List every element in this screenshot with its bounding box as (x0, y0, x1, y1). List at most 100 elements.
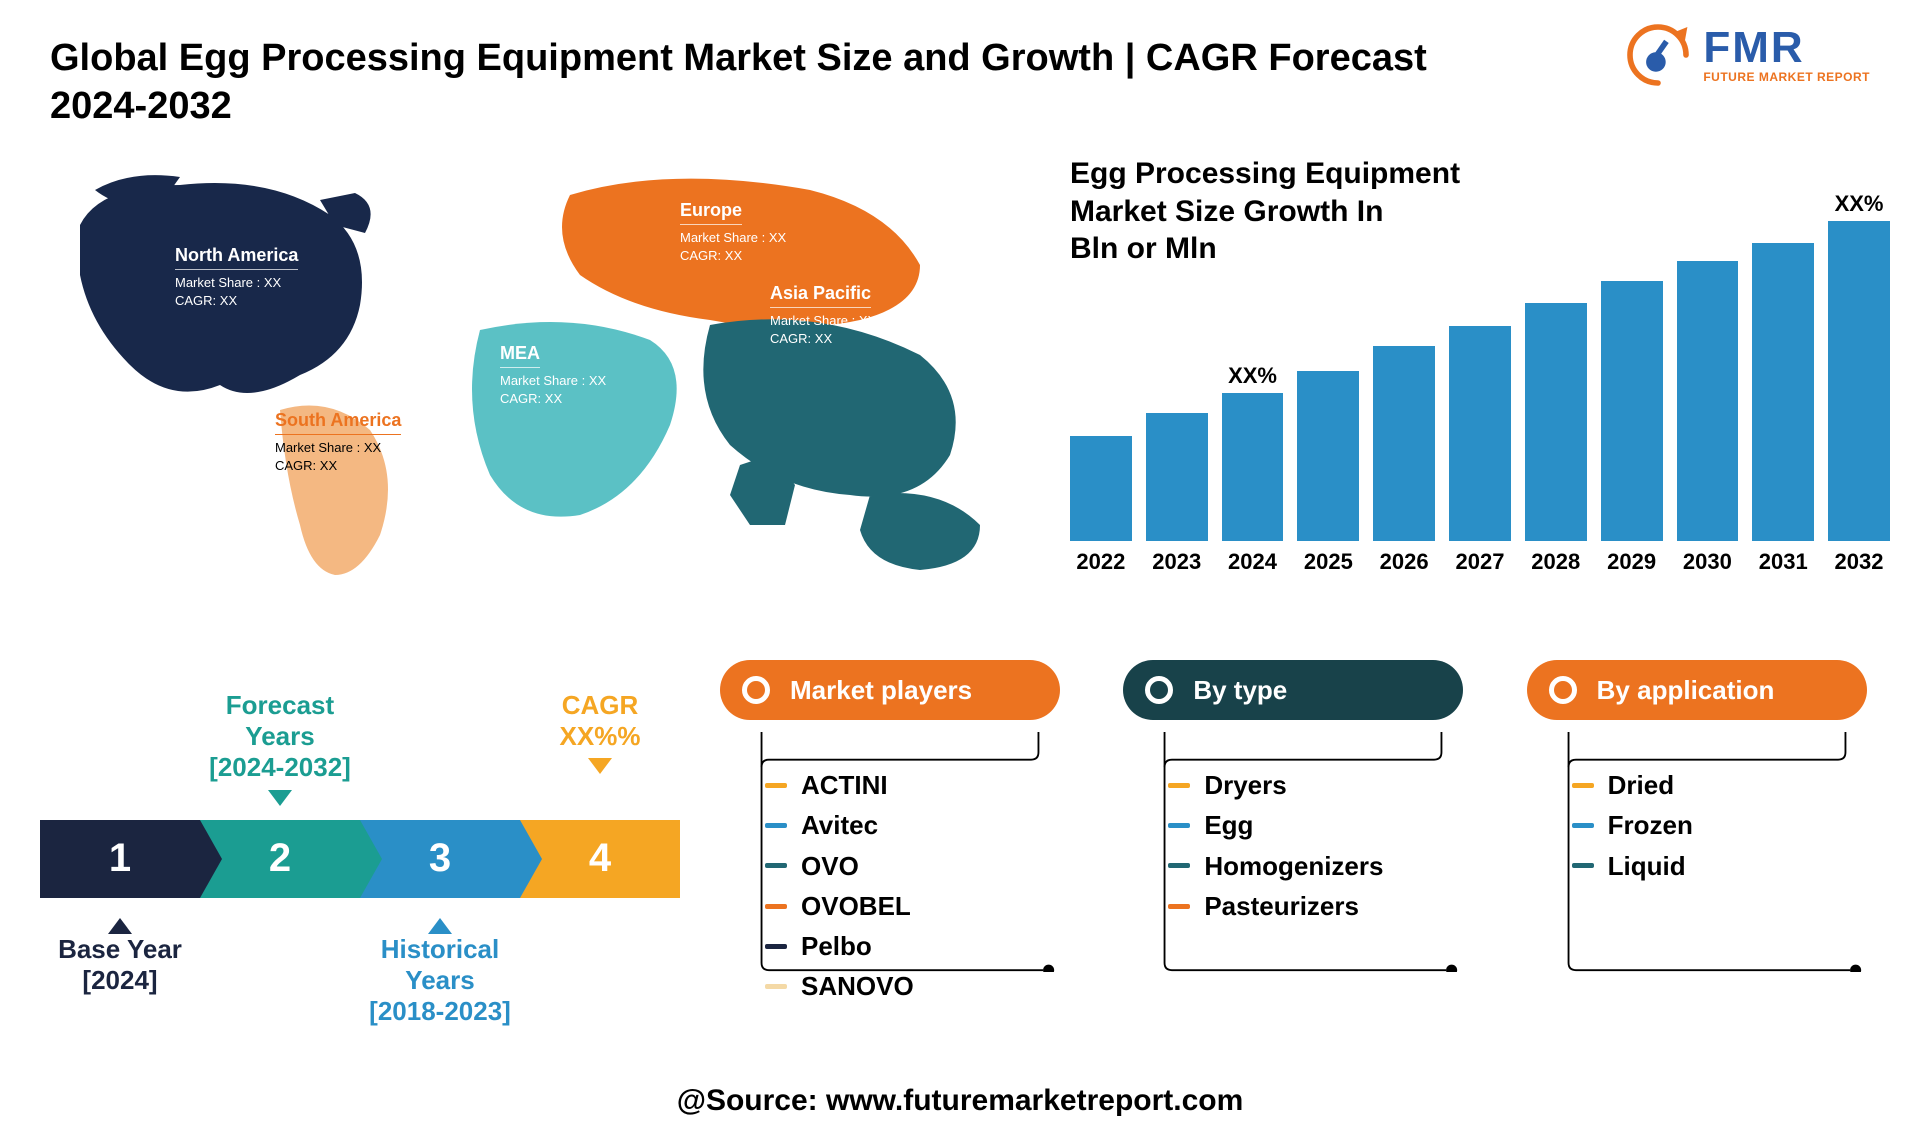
cagr-label: CAGR XX%% (520, 690, 680, 806)
by-type-panel: By type DryersEggHomogenizersPasteurizer… (1123, 660, 1476, 1007)
region-name: Europe (680, 200, 742, 225)
by-application-panel: By application DriedFrozenLiquid (1527, 660, 1880, 1007)
region-name: South America (275, 410, 401, 435)
bar-category-label: 2023 (1152, 549, 1201, 575)
timeline-segment-3: 3 (360, 820, 520, 898)
fmr-logo: FMR FUTURE MARKET REPORT (1623, 20, 1870, 90)
region-cagr: CAGR: XX (500, 390, 606, 408)
chart-title-l1: Egg Processing Equipment (1070, 157, 1460, 190)
region-label-na: North America Market Share : XXCAGR: XX (175, 245, 298, 309)
bar-category-label: 2022 (1076, 549, 1125, 575)
bar-2029: 2029 (1601, 281, 1663, 575)
bar-rect (1070, 436, 1132, 541)
bar-chart: Egg Processing Equipment Market Size Gro… (1070, 155, 1890, 615)
region-cagr: CAGR: XX (680, 247, 786, 265)
title-line-1: Global Egg Processing Equipment Market S… (50, 37, 1427, 79)
info-panels: Market players ACTINIAvitecOVOOVOBELPelb… (720, 660, 1880, 1007)
by-application-title: By application (1597, 675, 1775, 706)
forecast-years-label: Forecast Years [2024-2032] (200, 690, 360, 806)
arrow-down-icon (588, 758, 612, 774)
region-name: North America (175, 245, 298, 270)
arrow-up-icon (108, 918, 132, 934)
bar-rect (1146, 413, 1208, 541)
bar-category-label: 2027 (1455, 549, 1504, 575)
region-cagr: CAGR: XX (275, 457, 401, 475)
bar-2027: 2027 (1449, 326, 1511, 575)
source-attribution: @Source: www.futuremarketreport.com (0, 1084, 1920, 1118)
by-application-pill: By application (1527, 660, 1867, 720)
bar-2025: 2025 (1297, 371, 1359, 575)
bar-rect (1373, 346, 1435, 541)
bar-rect (1601, 281, 1663, 541)
bar-category-label: 2032 (1835, 549, 1884, 575)
region-label-mea: MEA Market Share : XXCAGR: XX (500, 343, 606, 407)
by-type-title: By type (1193, 675, 1287, 706)
bar-category-label: 2025 (1304, 549, 1353, 575)
arrow-down-icon (268, 790, 292, 806)
market-players-title: Market players (790, 675, 972, 706)
market-players-panel: Market players ACTINIAvitecOVOOVOBELPelb… (720, 660, 1073, 1007)
timeline-segment-1: 1 (40, 820, 200, 898)
region-cagr: CAGR: XX (770, 330, 876, 348)
title-line-2: 2024-2032 (50, 85, 232, 127)
bar-2031: 2031 (1752, 243, 1814, 575)
base-year-label: Base Year [2024] (40, 912, 200, 1028)
timeline-bar: 1234 (40, 820, 680, 898)
page-title: Global Egg Processing Equipment Market S… (50, 35, 1870, 130)
region-share: Market Share : XX (680, 229, 786, 247)
region-name: Asia Pacific (770, 283, 871, 308)
bracket-icon (1537, 732, 1877, 972)
market-players-pill: Market players (720, 660, 1060, 720)
list-item: SANOVO (765, 966, 1073, 1006)
region-name: MEA (500, 343, 540, 368)
logo-sub-text: FUTURE MARKET REPORT (1703, 70, 1870, 84)
bracket-icon (1133, 732, 1473, 972)
region-share: Market Share : XX (175, 274, 298, 292)
region-label-ap: Asia Pacific Market Share : XXCAGR: XX (770, 283, 876, 347)
bar-rect (1752, 243, 1814, 541)
bar-rect (1828, 221, 1890, 541)
region-label-sa: South America Market Share : XXCAGR: XX (275, 410, 401, 474)
bar-2026: 2026 (1373, 346, 1435, 575)
bar-annotation: XX% (1835, 191, 1884, 217)
bar-category-label: 2030 (1683, 549, 1732, 575)
timeline-bottom-annotations: Base Year [2024] Historical Years [2018-… (40, 912, 680, 1028)
bar-rect (1677, 261, 1739, 541)
chart-bars: 20222023XX%20242025202620272028202920302… (1070, 245, 1890, 575)
region-label-eu: Europe Market Share : XXCAGR: XX (680, 200, 786, 264)
timeline-segment-2: 2 (200, 820, 360, 898)
bar-rect (1222, 393, 1284, 541)
timeline-panel: Forecast Years [2024-2032] CAGR XX%% 123… (40, 690, 680, 1027)
arrow-up-icon (428, 918, 452, 934)
timeline-top-annotations: Forecast Years [2024-2032] CAGR XX%% (40, 690, 680, 806)
bar-2032: XX%2032 (1828, 221, 1890, 575)
region-cagr: CAGR: XX (175, 292, 298, 310)
bar-rect (1297, 371, 1359, 541)
bar-rect (1449, 326, 1511, 541)
logo-icon (1623, 20, 1693, 90)
bar-category-label: 2026 (1380, 549, 1429, 575)
logo-text: FMR FUTURE MARKET REPORT (1703, 26, 1870, 84)
world-map: North AmericaMarket Share : XXCAGR: XXSo… (50, 155, 1000, 585)
by-type-pill: By type (1123, 660, 1463, 720)
bar-annotation: XX% (1228, 363, 1277, 389)
bar-2022: 2022 (1070, 436, 1132, 575)
bar-category-label: 2029 (1607, 549, 1656, 575)
bar-2023: 2023 (1146, 413, 1208, 575)
header: Global Egg Processing Equipment Market S… (50, 35, 1870, 130)
bar-2030: 2030 (1677, 261, 1739, 575)
region-share: Market Share : XX (770, 312, 876, 330)
bar-2028: 2028 (1525, 303, 1587, 575)
bar-rect (1525, 303, 1587, 541)
historical-years-label: Historical Years [2018-2023] (360, 912, 520, 1028)
bar-category-label: 2024 (1228, 549, 1277, 575)
region-share: Market Share : XX (500, 372, 606, 390)
timeline-segment-4: 4 (520, 820, 680, 898)
chart-title-l2: Market Size Growth In (1070, 195, 1383, 228)
bracket-icon (730, 732, 1070, 972)
region-asia-pacific (703, 319, 980, 570)
logo-main-text: FMR (1703, 26, 1804, 70)
bar-category-label: 2028 (1531, 549, 1580, 575)
bar-2024: XX%2024 (1222, 393, 1284, 575)
region-share: Market Share : XX (275, 439, 401, 457)
